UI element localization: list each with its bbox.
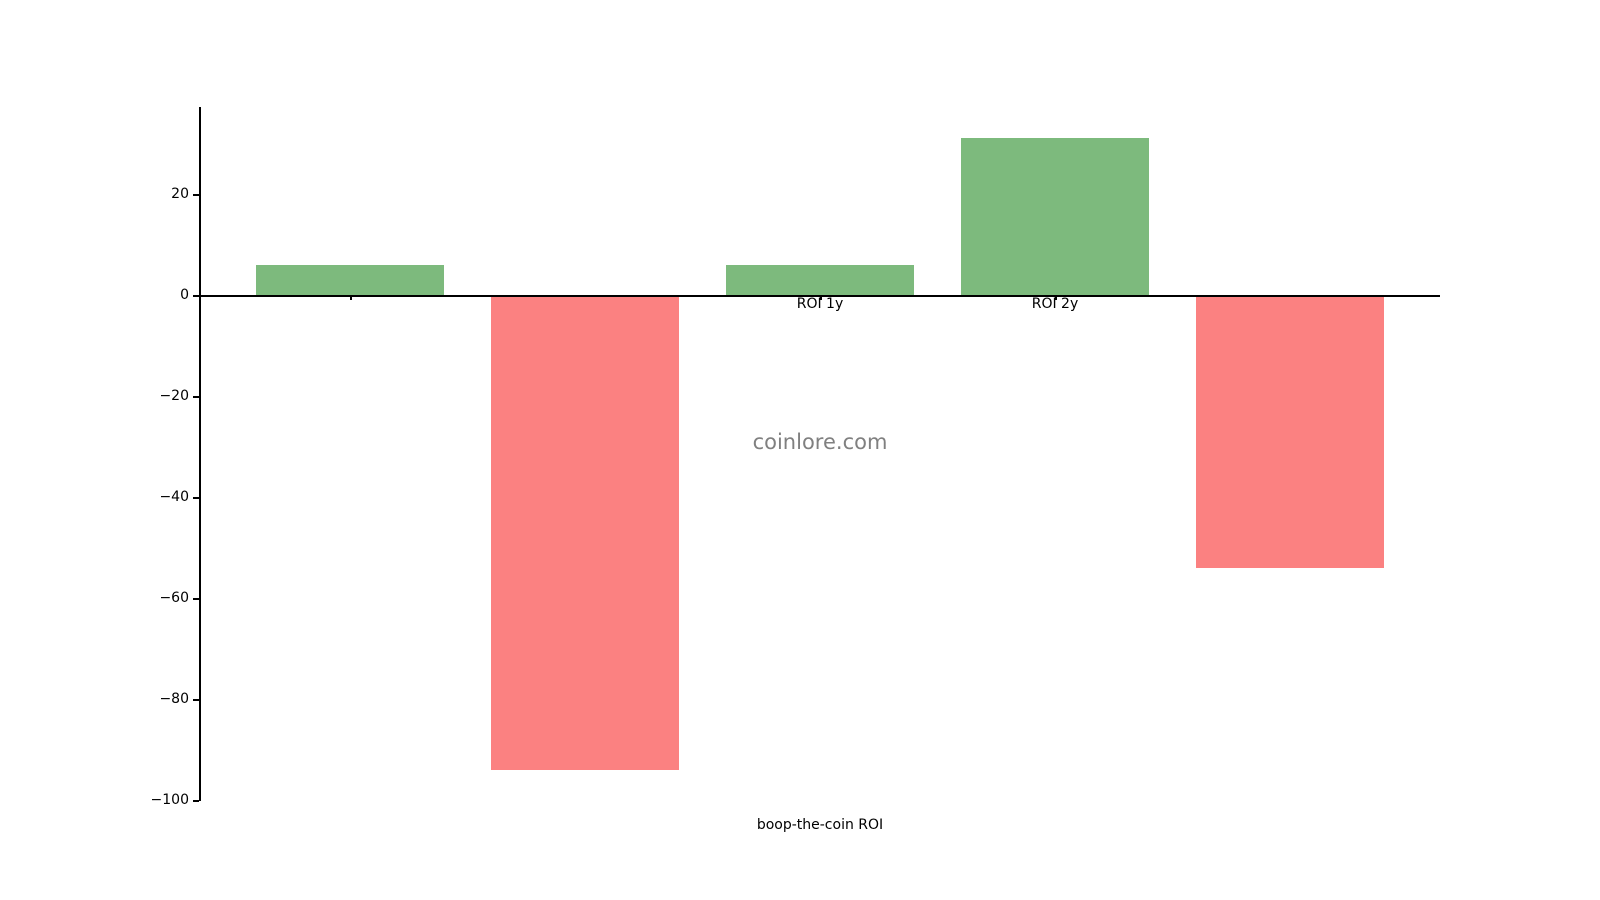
bar — [1196, 295, 1384, 568]
x-tick — [820, 295, 822, 300]
y-tick-label: −80 — [159, 691, 189, 707]
bar — [491, 295, 679, 770]
x-axis-title: boop-the-coin ROI — [756, 817, 884, 833]
y-tick — [193, 194, 199, 196]
x-axis-line — [199, 295, 1440, 297]
bar — [726, 264, 914, 295]
y-tick-label: −20 — [159, 388, 189, 404]
x-tick-label: ROI 1y — [796, 296, 844, 312]
y-axis-spine — [199, 107, 201, 801]
bar — [256, 264, 444, 295]
y-tick — [193, 699, 199, 701]
y-tick-label: −40 — [159, 489, 189, 505]
x-tick — [1055, 295, 1057, 300]
y-tick-label: −60 — [159, 590, 189, 606]
y-tick — [193, 800, 199, 802]
y-tick — [193, 497, 199, 499]
y-tick-label: −100 — [150, 792, 189, 808]
bar — [961, 138, 1149, 295]
y-tick-label: 0 — [180, 287, 189, 303]
y-tick — [193, 295, 199, 297]
x-tick — [350, 295, 352, 300]
watermark-text: coinlore.com — [752, 430, 888, 454]
y-tick-label: 20 — [171, 186, 189, 202]
y-tick — [193, 396, 199, 398]
y-tick — [193, 598, 199, 600]
x-tick-label: ROI 2y — [1031, 296, 1079, 312]
